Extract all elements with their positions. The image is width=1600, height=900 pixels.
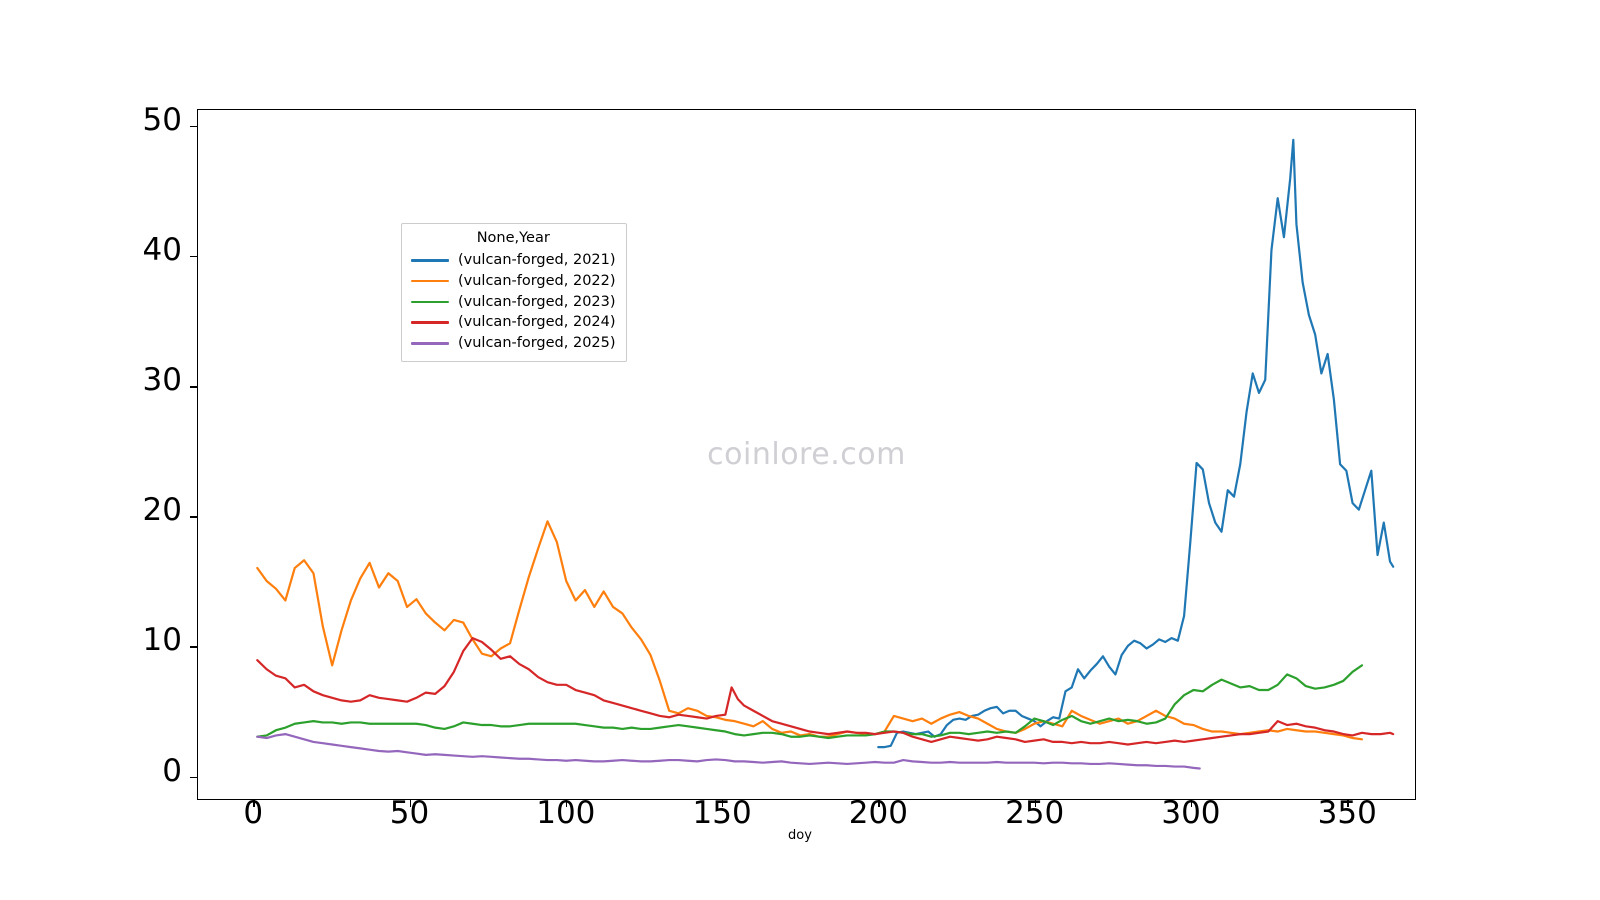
x-tick-mark [1347,800,1349,807]
legend-color-swatch [411,279,449,283]
legend-entry-label: (vulcan-forged, 2025) [458,335,616,352]
y-tick-label: 30 [142,362,182,399]
y-tick-label: 20 [142,492,182,529]
legend-entry[interactable]: (vulcan-forged, 2024) [411,312,616,333]
y-tick-label: 50 [142,101,182,138]
legend-entry[interactable]: (vulcan-forged, 2022) [411,271,616,292]
legend-color-swatch [411,300,449,304]
plot-area: coinlore.com None,Year (vulcan-forged, 2… [197,109,1416,800]
x-tick-label: 50 [389,795,430,831]
legend-entry-label: (vulcan-forged, 2022) [458,272,616,289]
legend-entries: (vulcan-forged, 2021) (vulcan-forged, 202… [411,250,616,354]
legend-entry-label: (vulcan-forged, 2023) [458,293,616,310]
series-line [257,734,1199,768]
series-line [257,521,1362,739]
legend-entry-label: (vulcan-forged, 2024) [458,314,616,331]
x-tick-label: 350 [1317,795,1377,831]
series-line [257,638,1393,744]
x-tick-mark [1034,800,1037,807]
x-tick-label: 200 [848,795,908,831]
legend-entry-label: (vulcan-forged, 2021) [458,252,616,269]
y-tick-mark [190,646,197,648]
x-tick-mark [565,800,568,807]
y-tick-label: 10 [142,622,182,659]
x-axis-label: doy [788,828,812,843]
legend-entry[interactable]: (vulcan-forged, 2021) [411,250,616,271]
y-tick-label: 0 [162,752,182,789]
x-tick-label: 0 [243,795,264,831]
series-line [878,140,1393,747]
x-tick-label: 250 [1005,795,1065,831]
x-tick-label: 300 [1161,795,1221,831]
legend-color-swatch [411,259,449,262]
y-tick-mark [190,776,197,778]
x-tick-mark [409,800,411,807]
y-tick-mark [190,386,197,388]
y-tick-mark [190,516,197,518]
y-tick-mark [190,256,197,258]
series-canvas [198,110,1415,799]
x-tick-label: 100 [536,795,596,831]
x-tick-label: 150 [692,795,752,831]
legend-entry[interactable]: (vulcan-forged, 2025) [411,333,616,354]
x-tick-mark [253,800,255,807]
x-tick-mark [878,800,880,807]
legend-title: None,Year [476,230,550,246]
x-tick-mark [722,800,724,807]
legend-color-swatch [411,321,449,325]
series-line [257,665,1362,738]
legend-entry[interactable]: (vulcan-forged, 2023) [411,292,616,313]
legend: None,Year (vulcan-forged, 2021) (vulcan-f… [401,223,627,362]
x-tick-mark [1190,800,1193,807]
legend-color-swatch [411,342,449,345]
y-tick-mark [190,125,197,128]
y-tick-label: 40 [142,232,182,269]
